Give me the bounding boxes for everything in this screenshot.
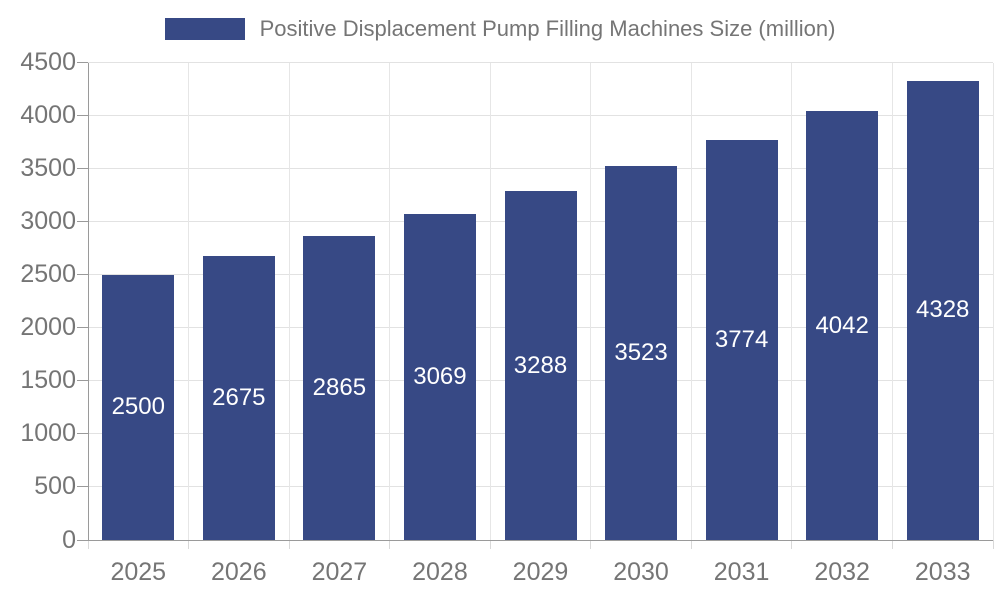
x-axis-label: 2026 — [211, 558, 267, 586]
bar-value-label: 3069 — [413, 363, 467, 391]
x-axis-tick — [891, 540, 893, 549]
legend[interactable]: Positive Displacement Pump Filling Machi… — [0, 16, 1000, 42]
x-axis-label: 2031 — [713, 558, 770, 586]
x-axis-tick — [590, 540, 592, 549]
bar[interactable]: 2500 — [102, 274, 175, 540]
x-axis-tick — [791, 540, 793, 549]
bar-value-label: 3288 — [513, 351, 568, 379]
bar-value-label: 3774 — [714, 325, 769, 353]
y-axis-label: 2000 — [20, 313, 76, 342]
x-axis-label: 2028 — [412, 558, 468, 586]
bar-value-label: 3523 — [614, 339, 668, 367]
x-axis-label: 2033 — [914, 558, 971, 586]
y-axis-tick — [77, 115, 88, 117]
legend-label: Positive Displacement Pump Filling Machi… — [259, 16, 836, 41]
bar[interactable]: 2865 — [303, 235, 376, 540]
y-axis-label: 3000 — [20, 207, 76, 236]
x-gridline — [590, 62, 592, 540]
x-gridline — [389, 62, 391, 540]
x-axis-tick — [288, 540, 290, 549]
bar-value-label: 2865 — [312, 373, 367, 401]
x-axis-tick — [690, 540, 692, 549]
x-gridline — [288, 62, 290, 540]
y-axis-tick — [77, 62, 88, 63]
bar-value-label: 2675 — [212, 384, 266, 412]
x-axis-tick — [489, 540, 491, 549]
bar[interactable]: 4328 — [906, 80, 979, 540]
bar[interactable]: 4042 — [806, 111, 879, 540]
x-axis-label: 2025 — [110, 558, 167, 586]
x-axis-label: 2027 — [311, 558, 368, 586]
y-axis-label: 1500 — [20, 366, 76, 395]
x-axis-label: 2032 — [814, 558, 870, 586]
bar[interactable]: 3288 — [504, 191, 577, 540]
x-axis-label: 2029 — [512, 558, 569, 586]
y-axis-label: 500 — [34, 472, 76, 501]
y-axis-tick — [77, 380, 88, 382]
y-axis-tick — [77, 274, 88, 276]
y-axis-tick — [77, 433, 88, 435]
x-gridline — [690, 62, 692, 540]
x-axis-tick — [992, 540, 994, 549]
y-gridline — [88, 62, 993, 63]
y-gridline — [88, 115, 993, 117]
bar-value-label: 4042 — [815, 311, 869, 339]
x-gridline — [891, 62, 893, 540]
bar[interactable]: 3774 — [705, 139, 778, 540]
x-axis-label: 2030 — [613, 558, 669, 586]
bar[interactable]: 2675 — [202, 256, 275, 540]
x-axis-tick — [188, 540, 190, 549]
x-gridline — [188, 62, 190, 540]
y-gridline — [88, 168, 993, 170]
y-axis-label: 2500 — [20, 260, 76, 289]
y-axis-label: 3500 — [20, 154, 76, 183]
x-axis-line — [77, 539, 993, 541]
y-axis-label: 1000 — [20, 419, 76, 448]
bar-value-label: 4328 — [916, 296, 970, 324]
legend-swatch-icon — [164, 18, 245, 40]
x-gridline — [791, 62, 793, 540]
y-axis-label: 0 — [62, 525, 76, 554]
x-gridline — [489, 62, 491, 540]
y-axis-tick — [77, 221, 88, 223]
x-axis-tick — [389, 540, 391, 549]
y-axis-label: 4500 — [20, 48, 76, 76]
y-axis-label: 4000 — [20, 101, 76, 130]
y-axis-line — [87, 62, 89, 540]
bar[interactable]: 3069 — [403, 214, 476, 540]
x-gridline — [992, 62, 994, 540]
bar[interactable]: 3523 — [605, 166, 678, 540]
x-axis-tick — [87, 540, 89, 549]
y-axis-tick — [77, 486, 88, 488]
y-axis-tick — [77, 168, 88, 170]
bar-value-label: 2500 — [111, 393, 165, 421]
y-axis-tick — [77, 327, 88, 329]
